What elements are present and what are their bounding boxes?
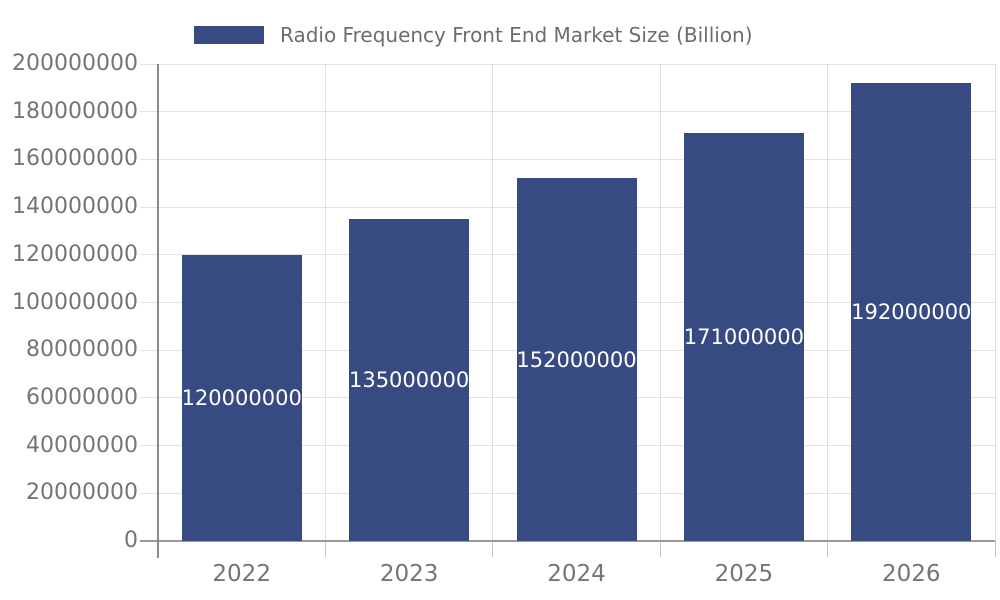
bar-2025 bbox=[683, 133, 804, 541]
gridline-horizontal bbox=[140, 111, 995, 113]
y-axis-tick-label: 40000000 bbox=[26, 432, 138, 458]
bar-value-label: 120000000 bbox=[181, 385, 302, 410]
x-axis-line bbox=[140, 540, 995, 542]
legend-label: Radio Frequency Front End Market Size (B… bbox=[280, 23, 753, 47]
bar-2023 bbox=[349, 219, 470, 541]
y-axis-tick-label: 140000000 bbox=[12, 194, 138, 220]
y-axis-tick-label: 80000000 bbox=[26, 337, 138, 363]
bar-value-label: 152000000 bbox=[516, 347, 637, 372]
y-axis-tick-label: 160000000 bbox=[12, 146, 138, 172]
x-axis-tick bbox=[659, 541, 661, 557]
y-axis-tick-label: 180000000 bbox=[12, 98, 138, 124]
y-axis-tick-label: 120000000 bbox=[12, 241, 138, 267]
x-axis-tick-label: 2024 bbox=[547, 561, 606, 587]
y-axis-tick-label: 0 bbox=[124, 528, 138, 553]
x-axis-tick bbox=[492, 541, 494, 557]
bar-value-label: 135000000 bbox=[348, 368, 470, 392]
y-axis-tick-label: 200000000 bbox=[12, 51, 138, 76]
y-axis-tick-label: 100000000 bbox=[12, 289, 138, 315]
bar-2026 bbox=[851, 83, 972, 541]
gridline-vertical bbox=[827, 64, 829, 541]
legend-swatch-icon bbox=[194, 26, 264, 44]
gridline-vertical bbox=[324, 64, 326, 541]
bar-value-label: 171000000 bbox=[683, 325, 805, 350]
y-axis-tick-label: 20000000 bbox=[26, 480, 138, 506]
x-axis-tick bbox=[324, 541, 326, 557]
y-axis-tick-label: 60000000 bbox=[26, 384, 138, 410]
bar-2024 bbox=[516, 178, 637, 541]
gridline-horizontal bbox=[140, 158, 995, 160]
gridline-vertical bbox=[659, 64, 661, 541]
x-axis-tick bbox=[827, 541, 829, 557]
gridline-horizontal bbox=[140, 63, 995, 65]
gridline-vertical bbox=[492, 64, 494, 541]
gridline-vertical bbox=[994, 64, 996, 541]
x-axis-tick-label: 2025 bbox=[714, 561, 774, 587]
x-axis-tick-label: 2023 bbox=[379, 561, 439, 587]
x-axis-tick bbox=[994, 541, 996, 557]
x-axis-tick-label: 2026 bbox=[882, 561, 941, 587]
bar-value-label: 192000000 bbox=[851, 300, 972, 325]
y-axis-line bbox=[157, 64, 159, 558]
legend-item[interactable]: Radio Frequency Front End Market Size (B… bbox=[194, 25, 753, 45]
bar-2022 bbox=[181, 254, 302, 541]
x-axis-tick-label: 2022 bbox=[212, 561, 271, 587]
